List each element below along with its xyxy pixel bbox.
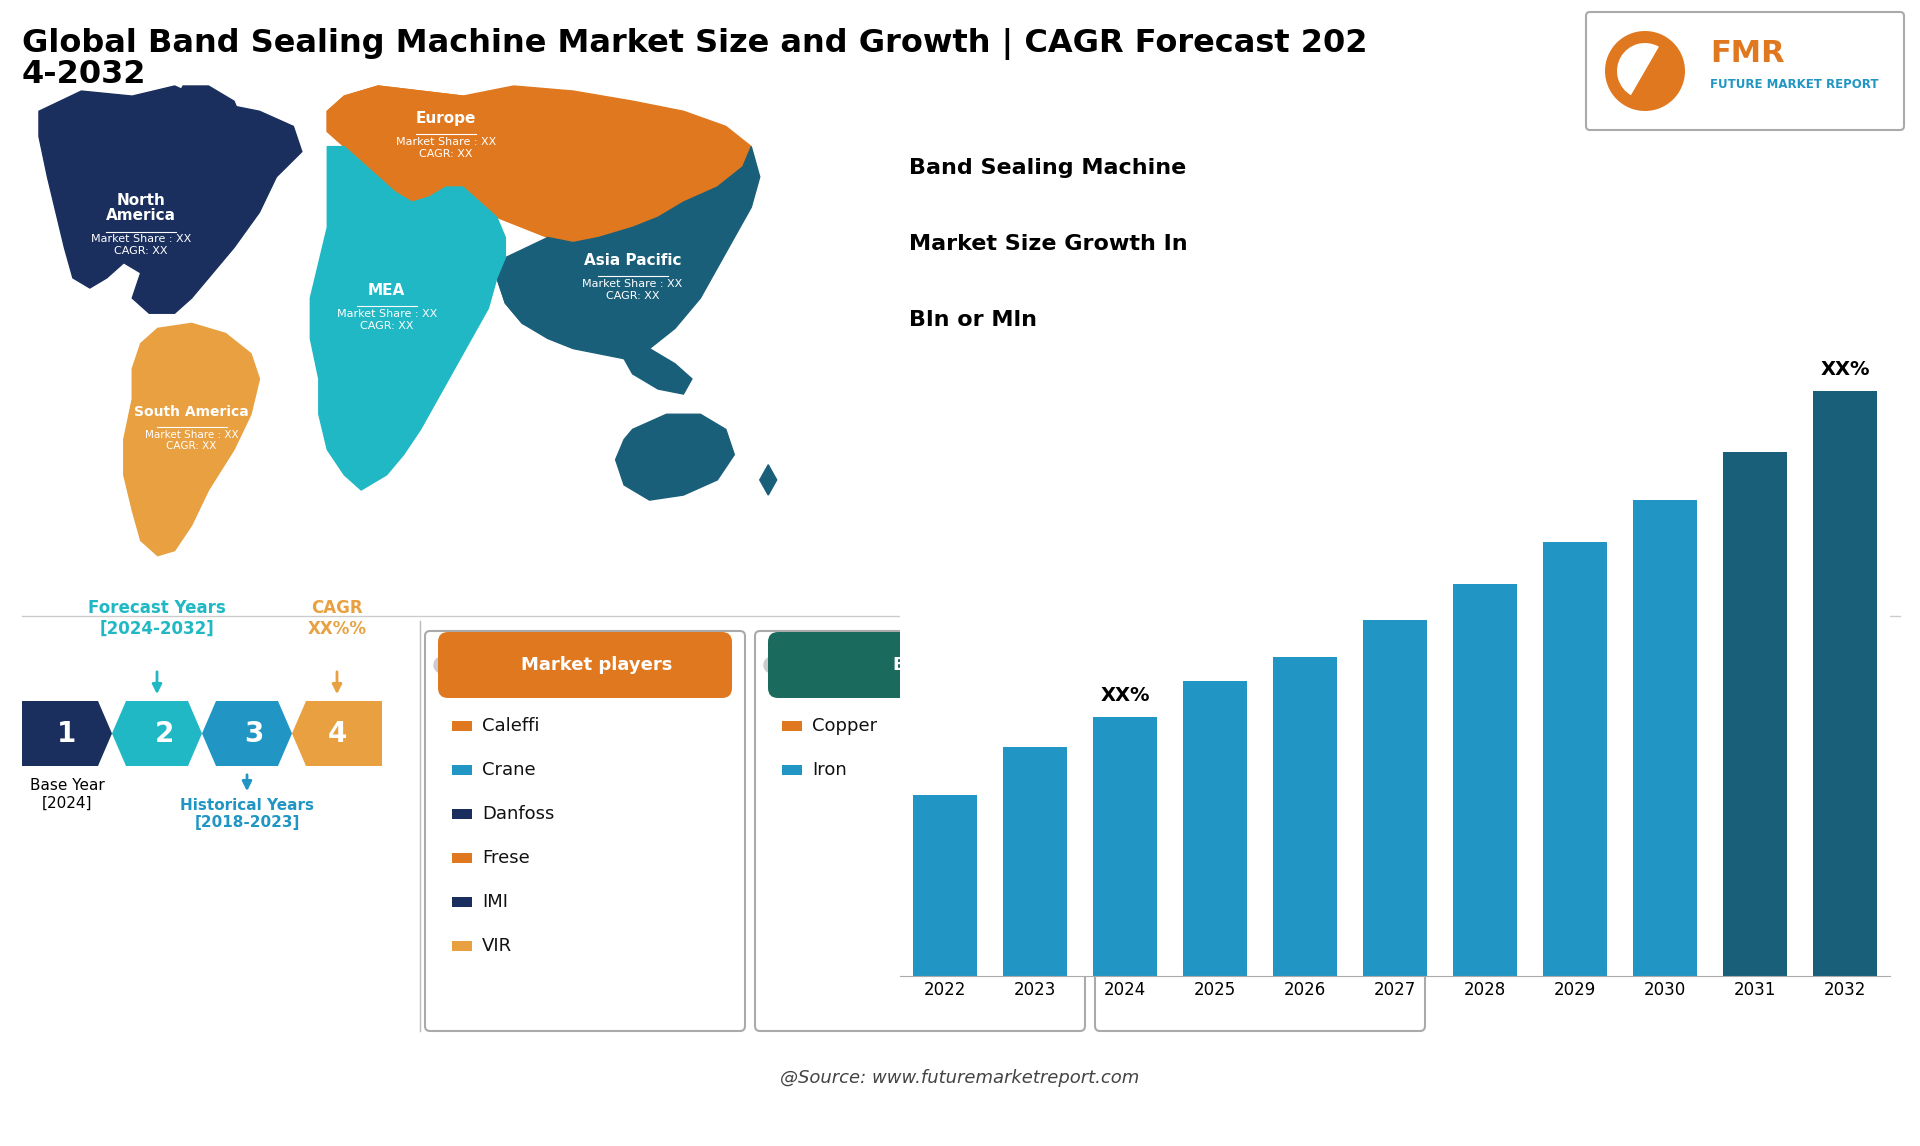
Text: Historical Years
[2018-2023]: Historical Years [2018-2023] (180, 798, 315, 831)
Polygon shape (497, 258, 582, 333)
Text: Market Share : XX: Market Share : XX (396, 138, 495, 148)
FancyBboxPatch shape (1586, 11, 1905, 129)
Bar (451, 897, 472, 906)
Text: Market players: Market players (522, 656, 672, 674)
Polygon shape (311, 147, 505, 490)
Circle shape (1104, 657, 1119, 673)
Polygon shape (111, 701, 202, 766)
Polygon shape (21, 701, 111, 766)
Bar (1092, 717, 1158, 976)
Text: @Source: www.futuremarketreport.com: @Source: www.futuremarketreport.com (780, 1069, 1140, 1088)
Bar (451, 766, 472, 775)
FancyBboxPatch shape (768, 631, 1071, 698)
Bar (1722, 452, 1788, 976)
FancyBboxPatch shape (1094, 631, 1425, 1031)
Text: Market Share : XX: Market Share : XX (336, 309, 436, 319)
Polygon shape (326, 86, 530, 202)
FancyBboxPatch shape (1108, 631, 1411, 698)
Text: By application: By application (1200, 656, 1344, 674)
Polygon shape (760, 465, 778, 495)
Text: 3: 3 (244, 720, 263, 747)
FancyBboxPatch shape (755, 631, 1085, 1031)
Polygon shape (38, 86, 301, 313)
Bar (1121, 721, 1142, 731)
Bar (1002, 747, 1068, 976)
Text: Market Share : XX: Market Share : XX (144, 431, 238, 440)
Polygon shape (624, 348, 691, 394)
Text: XX%: XX% (1100, 685, 1150, 705)
Bar (451, 941, 472, 951)
Text: Asia Pacific: Asia Pacific (584, 253, 682, 268)
Polygon shape (175, 86, 242, 132)
Bar (781, 766, 803, 775)
Text: CAGR: XX: CAGR: XX (167, 441, 217, 452)
Text: Forecast Years
[2024-2032]: Forecast Years [2024-2032] (88, 599, 227, 638)
Text: FUTURE MARKET REPORT: FUTURE MARKET REPORT (1711, 78, 1878, 91)
Text: 4: 4 (326, 720, 348, 747)
Polygon shape (497, 147, 760, 359)
FancyBboxPatch shape (438, 631, 732, 698)
Bar (451, 809, 472, 819)
FancyBboxPatch shape (424, 631, 745, 1031)
Bar (451, 721, 472, 731)
Text: Danfoss: Danfoss (482, 804, 555, 823)
Bar (1542, 542, 1607, 976)
Text: FMR: FMR (1711, 39, 1784, 69)
Circle shape (764, 657, 780, 673)
Text: CAGR: XX: CAGR: XX (419, 149, 472, 159)
Text: XX%: XX% (1820, 361, 1870, 379)
Text: Crane: Crane (482, 761, 536, 779)
Text: Market Share : XX: Market Share : XX (90, 234, 190, 244)
Text: Market Share : XX: Market Share : XX (582, 278, 684, 289)
Polygon shape (616, 414, 733, 500)
Polygon shape (292, 701, 382, 766)
Bar (451, 853, 472, 863)
Text: Frese: Frese (482, 849, 530, 868)
Bar (1453, 584, 1517, 976)
Bar (1632, 500, 1697, 976)
Text: Band Sealing Machine: Band Sealing Machine (908, 158, 1187, 178)
Bar (1121, 766, 1142, 775)
Text: North: North (117, 194, 165, 209)
Text: Europe: Europe (417, 111, 476, 126)
Text: CAGR
XX%%: CAGR XX%% (307, 599, 367, 638)
Text: South America: South America (134, 406, 250, 419)
Text: Bln or Mln: Bln or Mln (908, 309, 1037, 330)
Text: MEA: MEA (369, 283, 405, 298)
Text: America: America (106, 209, 177, 223)
Polygon shape (123, 323, 259, 556)
Text: 4-2032: 4-2032 (21, 58, 146, 91)
Text: Caleffi: Caleffi (482, 717, 540, 735)
Text: Global Band Sealing Machine Market Size and Growth | CAGR Forecast 202: Global Band Sealing Machine Market Size … (21, 28, 1367, 60)
Text: Heating: Heating (1152, 761, 1223, 779)
Text: CAGR: XX: CAGR: XX (359, 321, 413, 331)
Text: Others: Others (1152, 804, 1213, 823)
Circle shape (1605, 31, 1686, 111)
Text: VIR: VIR (482, 937, 513, 955)
Wedge shape (1617, 44, 1659, 95)
Text: 2: 2 (154, 720, 173, 747)
Bar (912, 795, 977, 976)
Text: CAGR: XX: CAGR: XX (607, 291, 659, 301)
Text: Base Year
[2024]: Base Year [2024] (29, 778, 104, 810)
Polygon shape (326, 86, 751, 243)
Text: HAVC: HAVC (1152, 717, 1202, 735)
Bar (1273, 657, 1338, 976)
Bar (1363, 620, 1427, 976)
Bar (781, 721, 803, 731)
Polygon shape (202, 701, 292, 766)
Wedge shape (1630, 47, 1672, 99)
Text: Copper: Copper (812, 717, 877, 735)
Text: Iron: Iron (812, 761, 847, 779)
Bar (1812, 392, 1878, 976)
Text: CAGR: XX: CAGR: XX (113, 246, 167, 257)
Text: 1: 1 (58, 720, 77, 747)
Text: By type: By type (893, 656, 972, 674)
Text: IMI: IMI (482, 893, 509, 911)
Bar (1121, 809, 1142, 819)
Circle shape (434, 657, 449, 673)
Text: Market Size Growth In: Market Size Growth In (908, 234, 1188, 253)
Bar (1183, 681, 1248, 976)
